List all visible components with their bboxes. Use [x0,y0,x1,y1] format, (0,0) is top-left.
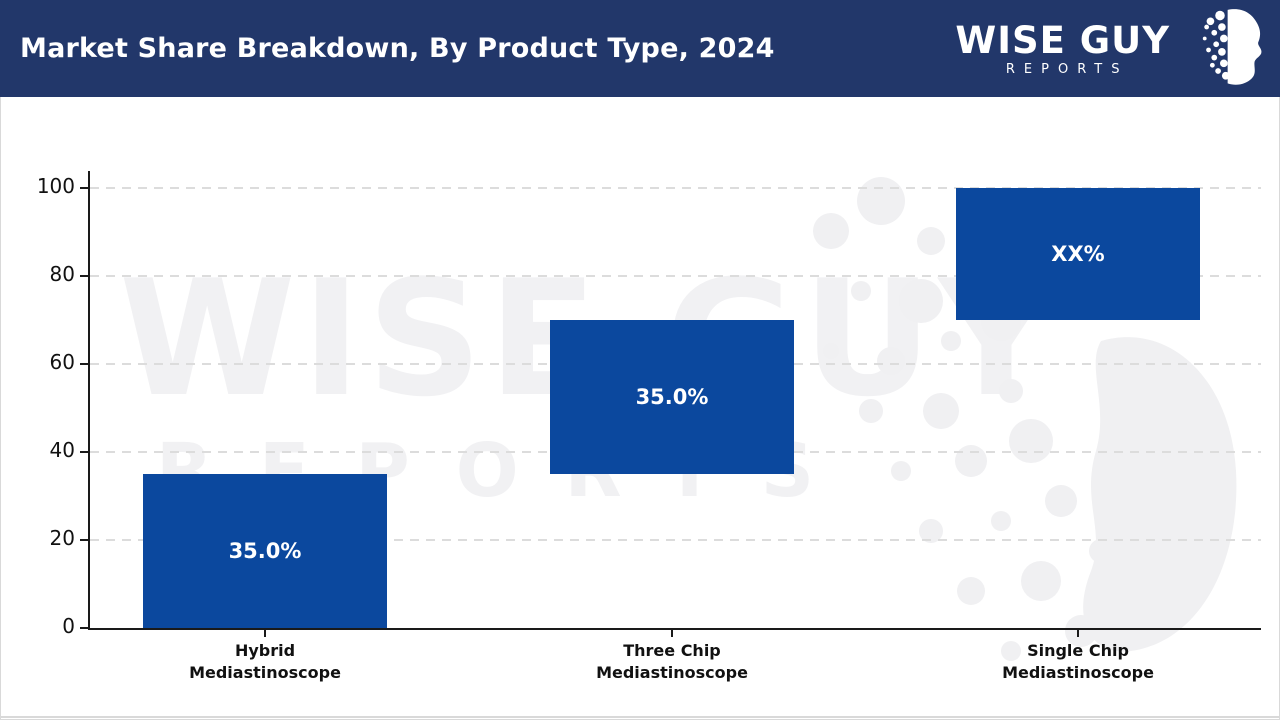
y-axis-tick [80,187,88,189]
y-axis-tick-label: 20 [49,526,75,550]
chart-title: Market Share Breakdown, By Product Type,… [20,33,775,64]
x-axis-label: Three Chip Mediastinoscope [596,641,748,682]
bottom-divider [0,716,1280,718]
bar-segment-1: 35.0% [550,320,794,474]
y-axis-tick [80,363,88,365]
y-axis-tick [80,627,88,629]
y-axis-tick [80,539,88,541]
y-axis-tick [80,451,88,453]
wise-guy-logo: WISE GUY REPORTS [955,6,1268,92]
gridline-20 [90,539,1261,541]
x-axis-line [88,628,1261,630]
x-axis-tick [1077,630,1079,637]
y-axis-line [88,171,90,630]
x-axis-tick [671,630,673,637]
logo-text: WISE GUY REPORTS [955,19,1170,78]
gridline-100 [90,187,1261,189]
x-axis-tick [264,630,266,637]
header-band: Market Share Breakdown, By Product Type,… [0,0,1280,97]
bar-value-label: 35.0% [635,385,709,409]
y-axis-tick [80,275,88,277]
y-axis-tick-label: 0 [62,614,75,638]
bar-value-label: XX% [1051,242,1105,266]
bar-segment-0: 35.0% [143,474,387,628]
x-axis-label: Single Chip Mediastinoscope [1002,641,1154,682]
y-axis-tick-label: 80 [49,262,75,286]
logo-face-icon [1202,9,1262,85]
y-axis-tick-label: 40 [49,438,75,462]
y-axis-tick-label: 100 [36,174,75,198]
bar-value-label: 35.0% [228,539,302,563]
logo-subtext: REPORTS [1005,62,1129,77]
x-axis-label: Hybrid Mediastinoscope [189,641,341,682]
y-axis-tick-label: 60 [49,350,75,374]
bar-segment-2: XX% [956,188,1200,320]
gridline-80 [90,275,1261,277]
logo-wordmark: WISE GUY [955,19,1170,62]
